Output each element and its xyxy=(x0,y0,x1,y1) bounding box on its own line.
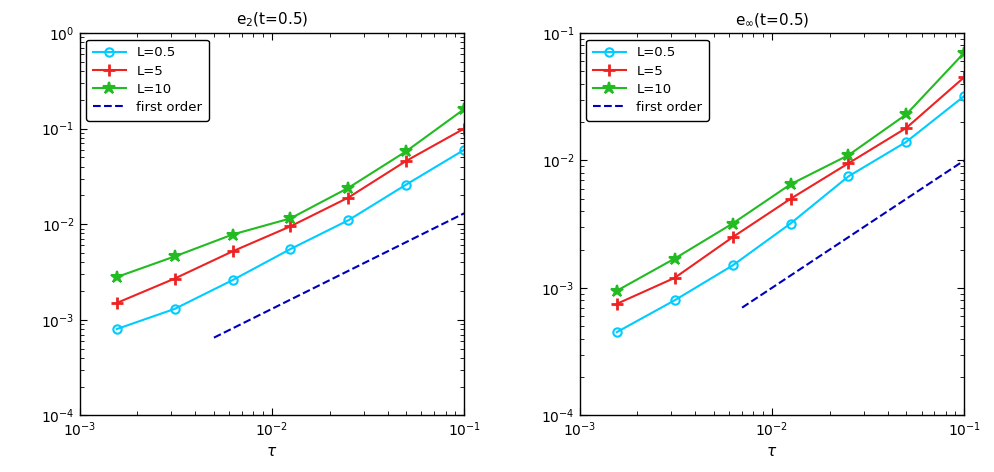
X-axis label: $\tau$: $\tau$ xyxy=(266,444,277,459)
X-axis label: $\tau$: $\tau$ xyxy=(766,444,777,459)
Legend: L=0.5, L=5, L=10, first order: L=0.5, L=5, L=10, first order xyxy=(86,40,209,121)
Title: e$_\infty$(t=0.5): e$_\infty$(t=0.5) xyxy=(735,11,809,29)
Title: e$_2$(t=0.5): e$_2$(t=0.5) xyxy=(236,11,308,29)
Legend: L=0.5, L=5, L=10, first order: L=0.5, L=5, L=10, first order xyxy=(586,40,709,121)
